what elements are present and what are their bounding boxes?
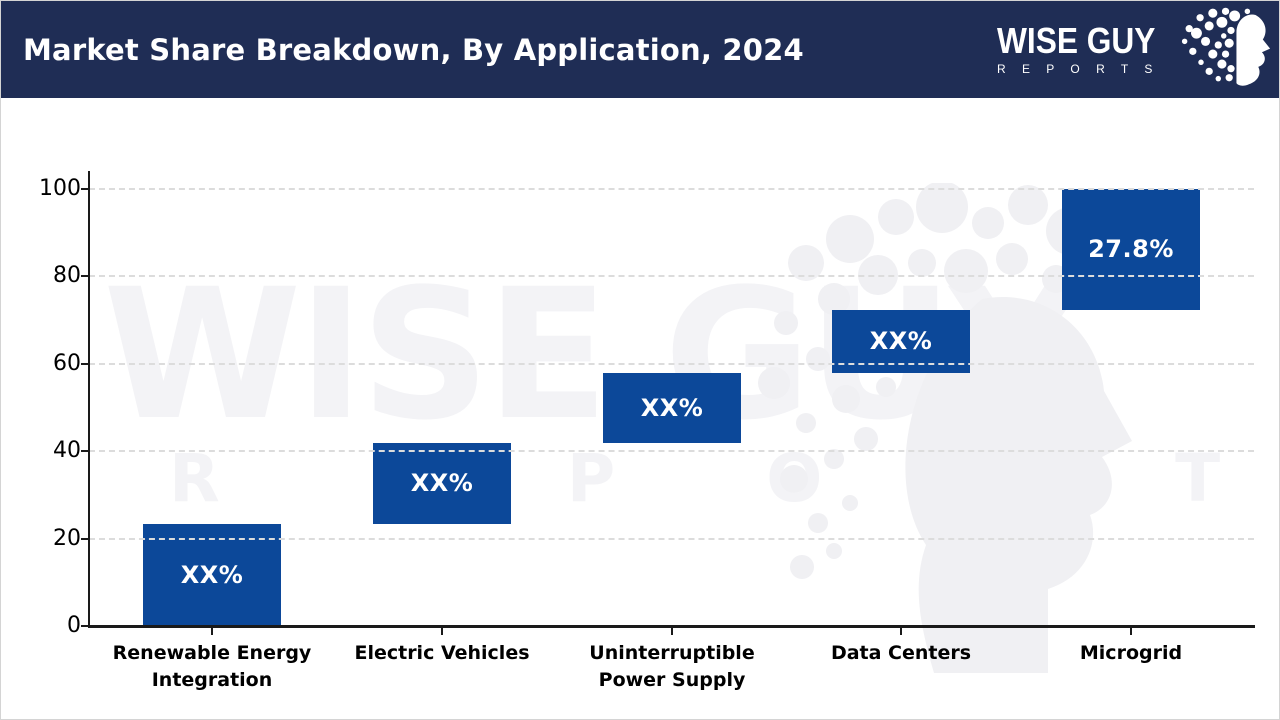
x-category-label-line: Microgrid: [1079, 642, 1183, 664]
logo-subtitle: R E P O R T S: [996, 62, 1159, 76]
x-category-label: Renewable Energy Integration: [82, 640, 342, 694]
x-category-label-line: Uninterruptible: [589, 642, 755, 664]
x-axis-line: [88, 625, 1255, 628]
x-category-label-line: Renewable Energy: [112, 642, 312, 664]
y-tick-mark: [81, 450, 89, 452]
y-tick-mark: [81, 362, 89, 365]
x-category-label-line: Power Supply: [598, 669, 746, 691]
x-category-label: Data Centers: [771, 640, 1031, 667]
grid-line: [89, 450, 1254, 452]
logo-text: WISE GUY R E P O R T S: [996, 20, 1177, 77]
bar-value-label: XX%: [410, 469, 474, 498]
x-category-label: Uninterruptible Power Supply: [542, 640, 802, 694]
header: Market Share Breakdown, By Application, …: [1, 1, 1279, 98]
x-category-label-line: Integration: [151, 669, 273, 691]
bar-value-label: XX%: [869, 327, 933, 356]
x-tick-mark: [671, 628, 673, 635]
wise-guy-reports-logo: WISE GUY R E P O R T S: [997, 6, 1271, 94]
x-tick-mark: [211, 628, 213, 635]
bar-value-label: XX%: [180, 560, 244, 589]
y-tick-mark: [81, 187, 89, 190]
x-category-label: Microgrid: [1001, 640, 1261, 667]
bar-segment: 27.8%: [1062, 188, 1200, 311]
grid-line: [89, 537, 1254, 540]
y-tick-label: 0: [67, 613, 81, 638]
x-tick-mark: [900, 628, 902, 635]
grid-line: [89, 362, 1254, 365]
page-title: Market Share Breakdown, By Application, …: [23, 32, 804, 67]
bar-value-label: XX%: [640, 393, 704, 422]
x-category-label-line: Data Centers: [830, 642, 972, 664]
y-tick-label: 40: [53, 438, 81, 463]
bar-value-label: 27.8%: [1088, 235, 1174, 264]
bar-segment: XX%: [143, 523, 281, 626]
y-tick-label: 100: [39, 175, 81, 201]
bar-segment: XX%: [603, 372, 741, 444]
y-tick-label: 60: [53, 350, 81, 376]
y-tick-mark: [81, 625, 89, 627]
y-tick-mark: [81, 537, 89, 540]
y-tick-mark: [81, 275, 89, 277]
x-category-label-line: Electric Vehicles: [354, 642, 530, 664]
x-tick-mark: [441, 628, 443, 635]
y-axis-line: [88, 171, 90, 628]
grid-line: [89, 275, 1254, 277]
bar-segment: XX%: [373, 443, 511, 524]
market-share-chart: WISE GUY R E P O R T S 020406080100XX%Re…: [1, 98, 1279, 719]
logo-wordmark: WISE GUY: [996, 20, 1156, 61]
x-tick-mark: [1130, 628, 1132, 635]
y-tick-label: 20: [53, 525, 81, 551]
bar-segment: XX%: [832, 310, 970, 373]
x-category-label: Electric Vehicles: [312, 640, 572, 667]
y-tick-label: 80: [53, 263, 81, 288]
logo-face-icon: [1181, 7, 1271, 86]
grid-line: [89, 187, 1254, 190]
